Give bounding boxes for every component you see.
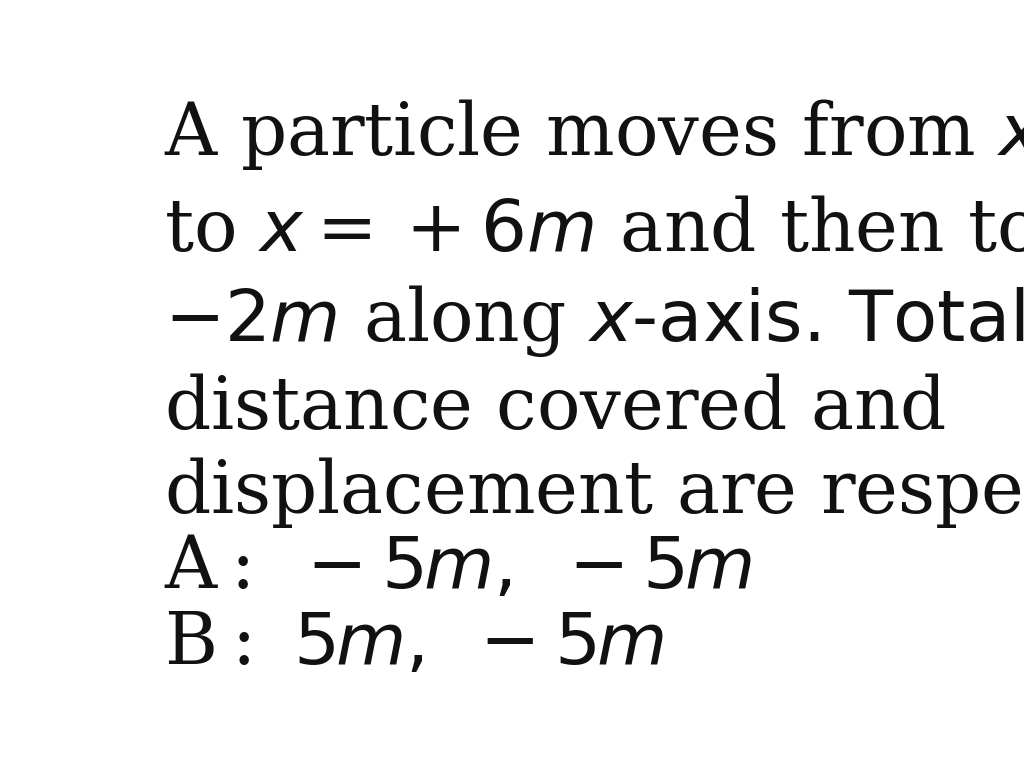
- Text: $-2m\mathregular{\ along\ }x\mathregular{\text{-axis.\ Total}}$: $-2m\mathregular{\ along\ }x\mathregular…: [164, 283, 1024, 359]
- Text: $\mathregular{A\ particle\ moves\ from\ }x=+3m$: $\mathregular{A\ particle\ moves\ from\ …: [164, 97, 1024, 172]
- Text: $\mathregular{B:\ }5m,\ -5m$: $\mathregular{B:\ }5m,\ -5m$: [164, 608, 664, 679]
- Text: $\mathregular{distance\ covered\ and}$: $\mathregular{distance\ covered\ and}$: [164, 373, 946, 444]
- Text: $\mathregular{displacement\ are\ respectively}$: $\mathregular{displacement\ are\ respect…: [164, 455, 1024, 531]
- Text: $\mathregular{to\ }x=+6m\mathregular{\ and\ then\ to\ }x=$: $\mathregular{to\ }x=+6m\mathregular{\ a…: [164, 195, 1024, 265]
- Text: $\mathregular{A:\ }-5m,\ -5m$: $\mathregular{A:\ }-5m,\ -5m$: [164, 533, 752, 604]
